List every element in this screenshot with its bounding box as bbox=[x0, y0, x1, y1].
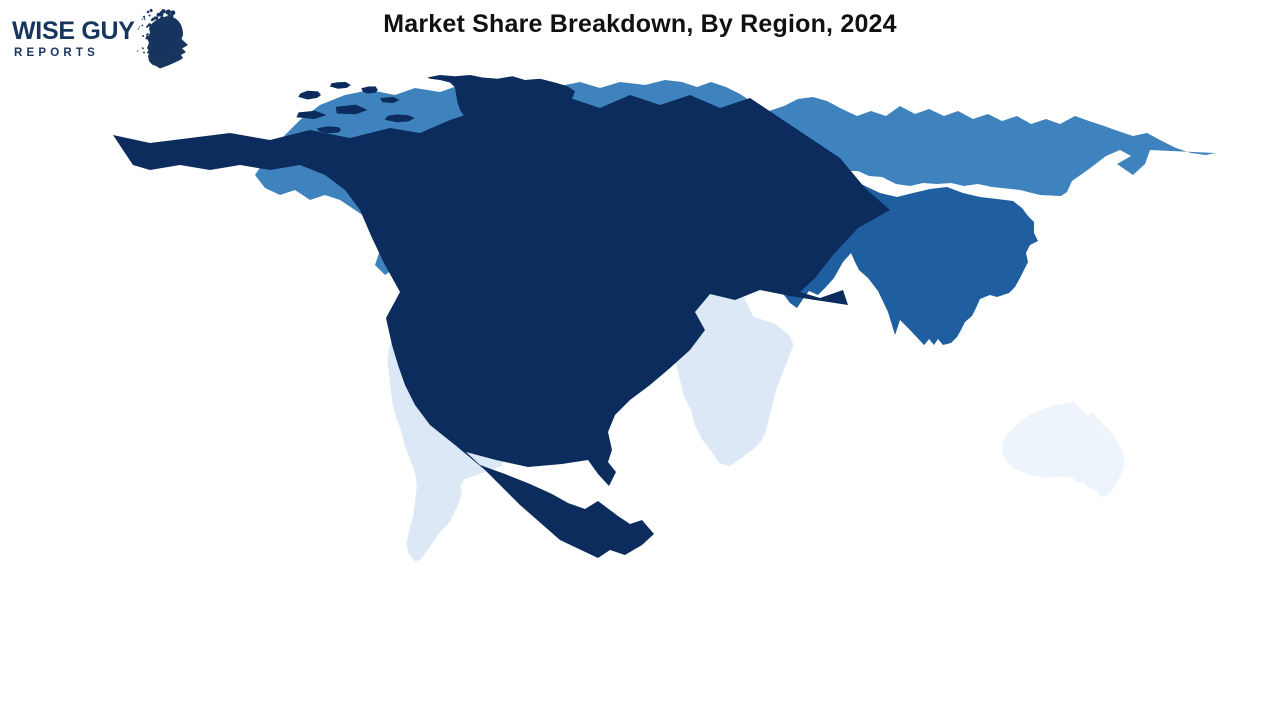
svg-text:REPORTS: REPORTS bbox=[14, 47, 99, 59]
svg-text:WISE GUY: WISE GUY bbox=[12, 17, 135, 45]
